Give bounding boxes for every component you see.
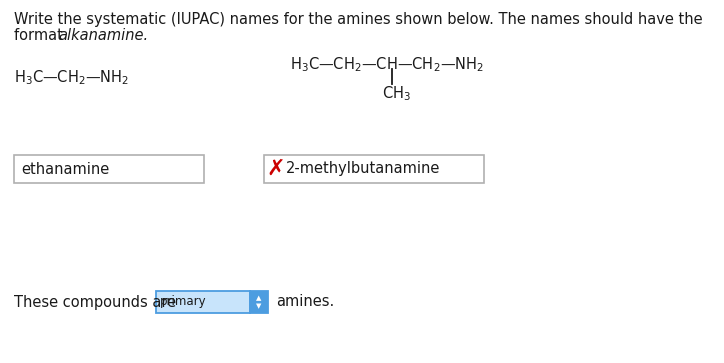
Text: ✗: ✗ bbox=[266, 159, 285, 179]
FancyBboxPatch shape bbox=[264, 155, 484, 183]
Text: Write the systematic (IUPAC) names for the amines shown below. The names should : Write the systematic (IUPAC) names for t… bbox=[14, 12, 702, 27]
Text: amines.: amines. bbox=[276, 294, 334, 310]
Text: These compounds are: These compounds are bbox=[14, 294, 176, 310]
Text: format: format bbox=[14, 28, 67, 43]
FancyBboxPatch shape bbox=[14, 155, 204, 183]
Text: alkanamine.: alkanamine. bbox=[58, 28, 148, 43]
Text: CH$_3$: CH$_3$ bbox=[382, 84, 411, 103]
Text: primary: primary bbox=[160, 295, 206, 309]
Text: 2-methylbutanamine: 2-methylbutanamine bbox=[286, 162, 440, 176]
FancyBboxPatch shape bbox=[250, 291, 268, 313]
Text: ethanamine: ethanamine bbox=[21, 162, 109, 176]
FancyBboxPatch shape bbox=[156, 291, 250, 313]
Text: ▲: ▲ bbox=[256, 295, 261, 301]
Text: ▼: ▼ bbox=[256, 303, 261, 309]
Text: H$_3$C—CH$_2$—CH—CH$_2$—NH$_2$: H$_3$C—CH$_2$—CH—CH$_2$—NH$_2$ bbox=[290, 55, 484, 74]
Text: H$_3$C—CH$_2$—NH$_2$: H$_3$C—CH$_2$—NH$_2$ bbox=[14, 68, 129, 87]
